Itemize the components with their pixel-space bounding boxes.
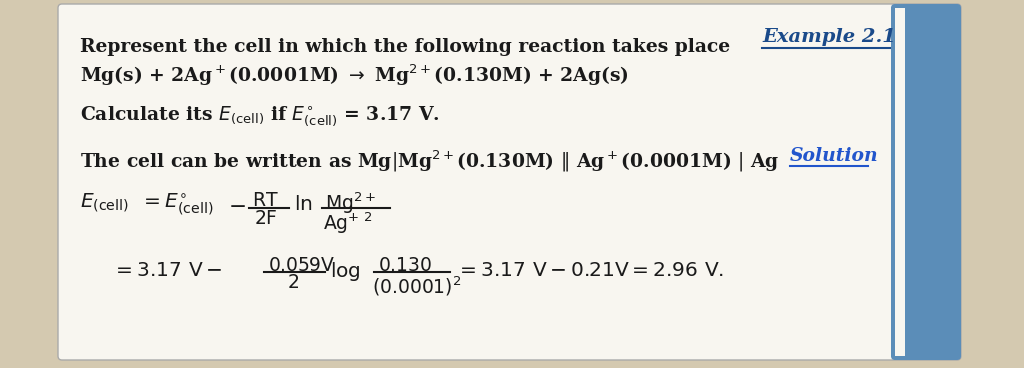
Text: $0.130$: $0.130$ [378, 257, 432, 275]
Text: $\mathrm{Ag^{+}}^{\;2}$: $\mathrm{Ag^{+}}^{\;2}$ [323, 210, 373, 236]
Text: $\mathrm{Mg^{2+}}$: $\mathrm{Mg^{2+}}$ [325, 190, 376, 216]
FancyBboxPatch shape [58, 4, 961, 360]
Text: $\mathrm{2F}$: $\mathrm{2F}$ [254, 210, 278, 228]
Text: Calculate its $E_{(\mathrm{cell})}$ if $E^{\circ}_{(\mathrm{cell})}$ = 3.17 V.: Calculate its $E_{(\mathrm{cell})}$ if $… [80, 105, 439, 128]
Text: $2$: $2$ [287, 274, 299, 292]
Text: $= E^{\circ}_{(\mathrm{cell})}$: $= E^{\circ}_{(\mathrm{cell})}$ [140, 192, 213, 217]
Text: $-$: $-$ [228, 194, 246, 216]
Text: Represent the cell in which the following reaction takes place: Represent the cell in which the followin… [80, 38, 730, 56]
Text: The cell can be written as Mg$|$Mg$^{2+}$(0.130M) $\|$ Ag$^+$(0.0001M) $|$ Ag: The cell can be written as Mg$|$Mg$^{2+}… [80, 148, 779, 173]
Text: $E_{(\mathrm{cell})}$: $E_{(\mathrm{cell})}$ [80, 192, 129, 214]
Text: $\mathrm{ln}$: $\mathrm{ln}$ [294, 194, 312, 214]
Bar [895, 8, 905, 356]
Text: $\mathrm{log}$: $\mathrm{log}$ [330, 260, 360, 283]
Text: $0.059\mathrm{V}$: $0.059\mathrm{V}$ [268, 257, 335, 275]
Text: Example 2.1: Example 2.1 [762, 28, 896, 46]
Text: Mg(s) + 2Ag$^+$(0.0001M) $\rightarrow$ Mg$^{2+}$(0.130M) + 2Ag(s): Mg(s) + 2Ag$^+$(0.0001M) $\rightarrow$ M… [80, 62, 629, 88]
Text: $= 3.17\ \mathrm{V} - 0.21\mathrm{V} = 2.96\ \mathrm{V.}$: $= 3.17\ \mathrm{V} - 0.21\mathrm{V} = 2… [456, 260, 724, 280]
Text: Solution: Solution [790, 147, 879, 165]
Text: $(0.0001)^2$: $(0.0001)^2$ [372, 274, 462, 297]
Bar [895, 8, 957, 356]
FancyBboxPatch shape [891, 4, 961, 360]
Text: $\mathrm{RT}$: $\mathrm{RT}$ [252, 192, 279, 210]
Text: $= 3.17\ \mathrm{V} -$: $= 3.17\ \mathrm{V} -$ [112, 260, 222, 280]
